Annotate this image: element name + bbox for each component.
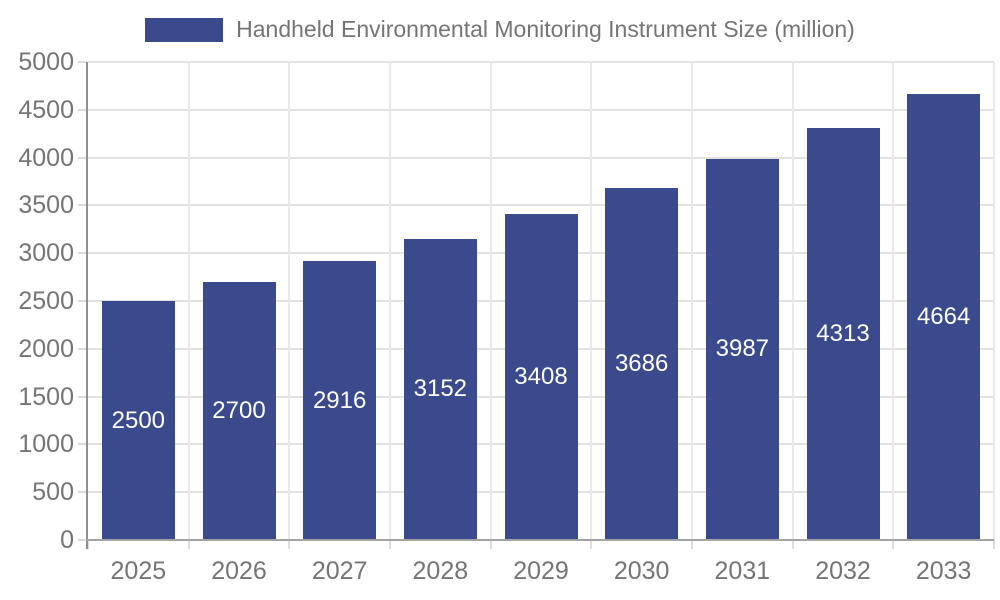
y-tick-label: 3500 — [18, 191, 74, 220]
x-axis-tick — [892, 540, 895, 549]
y-axis-tick — [78, 443, 87, 446]
y-axis-tick — [78, 347, 87, 350]
y-tick-label: 4500 — [18, 95, 74, 124]
x-tick-label: 2031 — [714, 557, 771, 585]
chart-legend[interactable]: Handheld Environmental Monitoring Instru… — [0, 16, 1000, 43]
x-tick-label: 2033 — [915, 557, 972, 585]
bar-value-label: 3408 — [514, 363, 568, 391]
y-axis-tick — [78, 252, 87, 255]
bar-value-label: 2500 — [111, 406, 166, 434]
x-axis-tick — [288, 540, 291, 549]
y-axis-tick — [78, 300, 87, 302]
y-grid-line — [88, 204, 994, 207]
bar-2030[interactable]: 3686 — [605, 187, 679, 540]
bar-2033[interactable]: 4664 — [907, 94, 981, 540]
bar-2025[interactable]: 2500 — [101, 301, 175, 540]
y-axis-tick — [78, 61, 87, 63]
y-axis-tick — [78, 395, 87, 398]
y-grid-line — [88, 61, 994, 63]
x-tick-label: 2026 — [211, 557, 267, 585]
v-grid-line — [993, 62, 995, 540]
v-grid-line — [590, 62, 593, 540]
y-tick-label: 4000 — [18, 143, 74, 172]
x-tick-label: 2029 — [513, 557, 569, 585]
y-tick-label: 2500 — [18, 287, 74, 315]
x-axis-tick — [489, 540, 492, 549]
bar-2028[interactable]: 3152 — [403, 238, 477, 540]
x-tick-label: 2027 — [311, 557, 368, 585]
x-axis-tick — [389, 540, 391, 549]
y-axis-tick — [78, 204, 87, 207]
bar-2027[interactable]: 2916 — [303, 261, 377, 540]
x-axis-tick — [791, 540, 794, 549]
x-axis-tick — [87, 540, 89, 549]
v-grid-line — [489, 62, 492, 540]
y-grid-line — [88, 156, 994, 159]
bar-value-label: 2916 — [312, 386, 367, 414]
y-axis-tick — [78, 108, 87, 111]
x-tick-label: 2025 — [110, 557, 167, 585]
v-grid-line — [892, 62, 895, 540]
plot-area: 0 500 1000 1500 2000 2500 3000 3500 4000 4500 5000… — [18, 48, 995, 585]
bar-2026[interactable]: 2700 — [202, 281, 276, 540]
v-grid-line — [389, 62, 391, 540]
bar-value-label: 4664 — [916, 303, 971, 331]
x-tick-label: 2032 — [815, 557, 871, 585]
x-tick-label: 2030 — [613, 557, 670, 585]
v-grid-line — [691, 62, 693, 540]
y-tick-label: 1000 — [18, 430, 74, 459]
legend-label: Handheld Environmental Monitoring Instru… — [236, 16, 855, 42]
y-tick-label: 500 — [32, 478, 74, 507]
x-axis-tick — [993, 540, 995, 549]
y-axis-tick — [78, 156, 87, 159]
x-axis-tick — [691, 540, 693, 549]
y-tick-label: 3000 — [18, 239, 74, 268]
y-tick-label: 1500 — [18, 382, 74, 411]
x-axis-line — [86, 539, 994, 541]
v-grid-line — [791, 62, 794, 540]
bar-value-label: 3686 — [614, 349, 669, 377]
bar-2029[interactable]: 3408 — [504, 214, 578, 540]
bar-value-label: 2700 — [212, 396, 266, 424]
bar-value-label: 3152 — [413, 375, 468, 403]
x-tick-label: 2028 — [412, 557, 469, 585]
bar-value-label: 4313 — [816, 319, 870, 347]
legend-swatch — [145, 17, 224, 42]
y-axis-tick — [78, 539, 87, 541]
y-tick-label: 5000 — [18, 48, 74, 76]
y-tick-label: 0 — [60, 526, 74, 554]
y-tick-label: 2000 — [18, 334, 74, 363]
x-axis-tick — [187, 540, 190, 549]
bar-value-label: 3987 — [715, 335, 770, 363]
y-axis-tick — [78, 491, 87, 494]
y-axis-line — [86, 62, 88, 549]
x-axis-tick — [590, 540, 593, 549]
bar-2032[interactable]: 4313 — [806, 127, 880, 540]
v-grid-line — [187, 62, 190, 540]
y-grid-line — [88, 108, 994, 111]
bar-2031[interactable]: 3987 — [705, 158, 779, 540]
v-grid-line — [288, 62, 291, 540]
